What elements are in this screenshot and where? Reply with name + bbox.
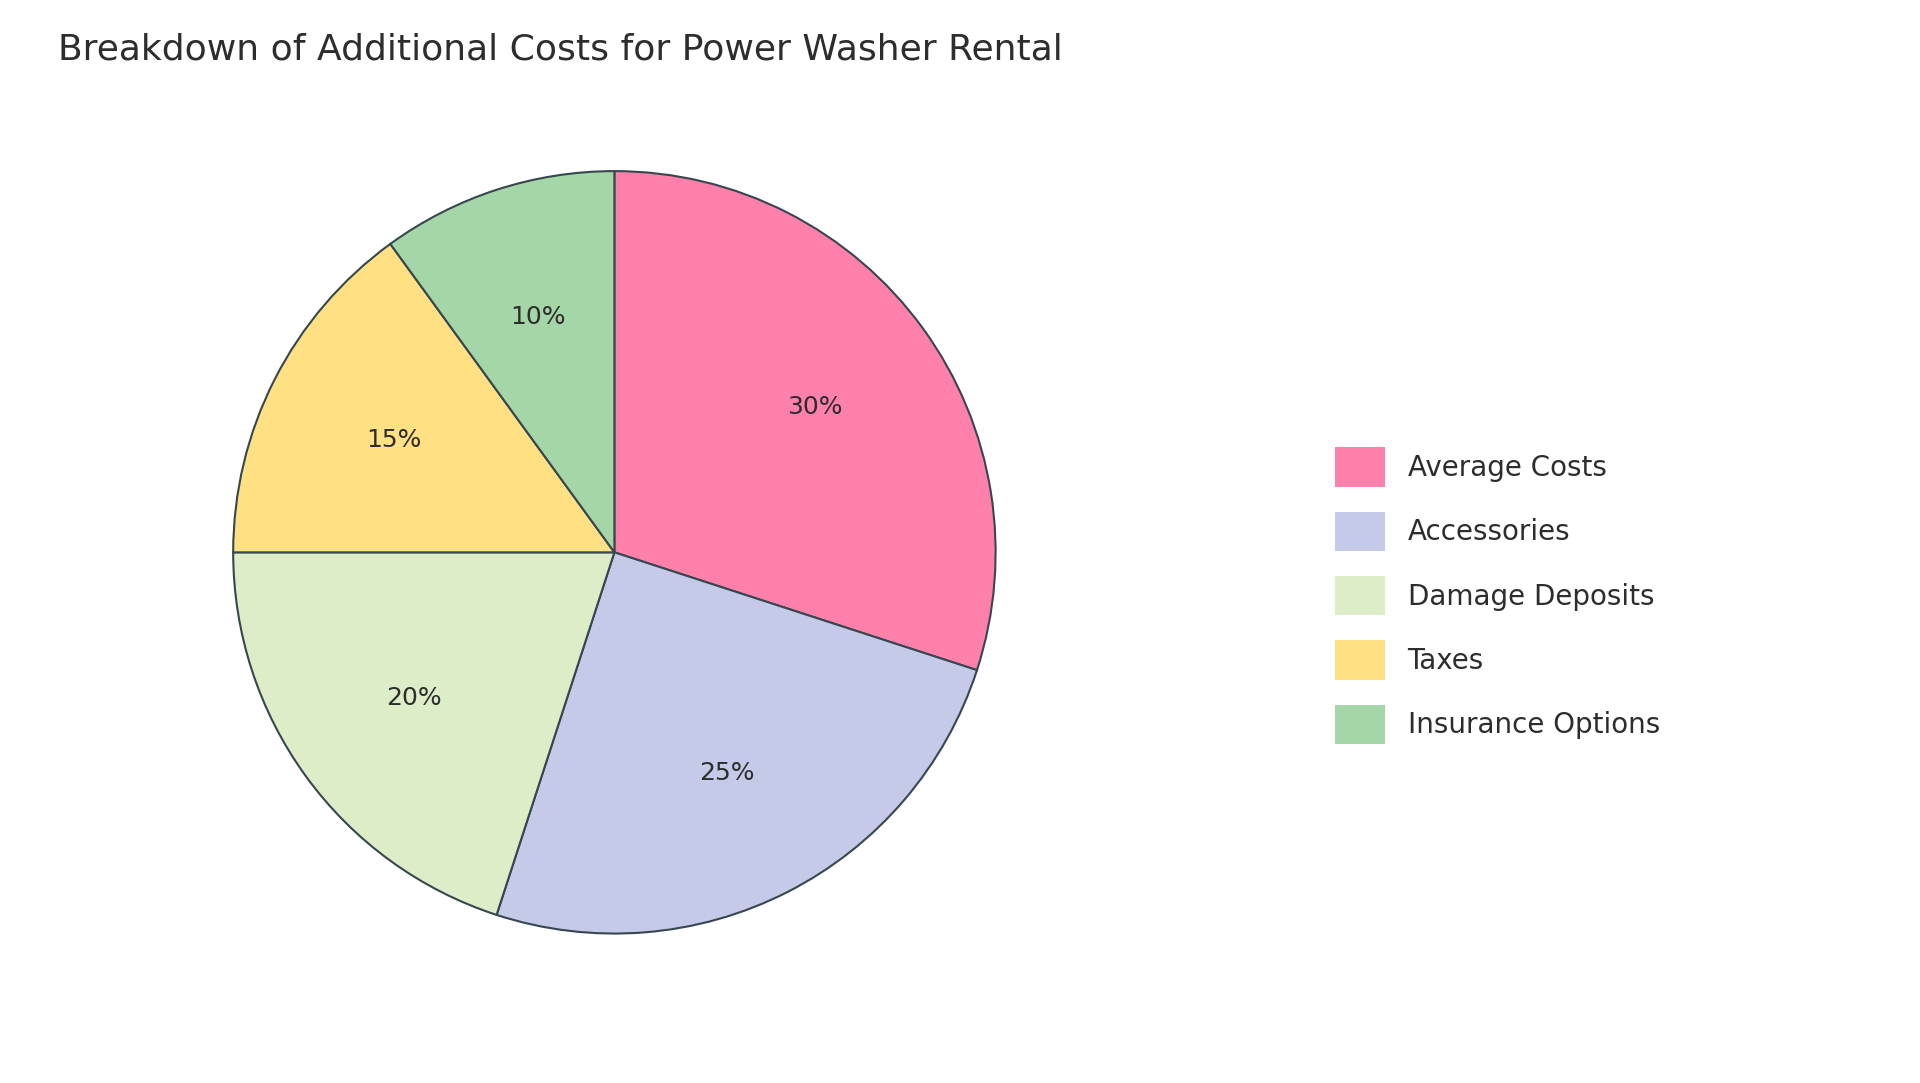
Text: 25%: 25%	[699, 761, 755, 785]
Text: Breakdown of Additional Costs for Power Washer Rental: Breakdown of Additional Costs for Power …	[58, 32, 1062, 66]
Wedge shape	[497, 552, 977, 934]
Wedge shape	[232, 552, 614, 915]
Text: 30%: 30%	[787, 394, 843, 419]
Text: 15%: 15%	[367, 428, 420, 452]
Legend: Average Costs, Accessories, Damage Deposits, Taxes, Insurance Options: Average Costs, Accessories, Damage Depos…	[1308, 419, 1688, 772]
Wedge shape	[390, 171, 614, 552]
Text: 10%: 10%	[511, 304, 566, 328]
Wedge shape	[614, 171, 996, 670]
Wedge shape	[232, 244, 614, 552]
Text: 20%: 20%	[386, 686, 442, 710]
